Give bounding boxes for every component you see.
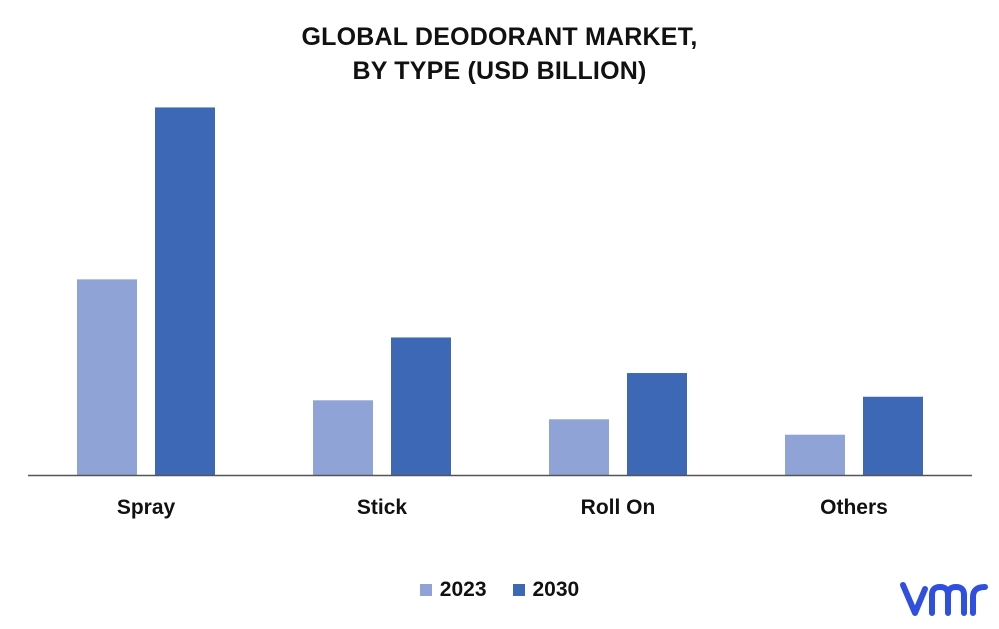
bar-roll-on-2023	[549, 419, 609, 475]
chart-title: GLOBAL DEODORANT MARKET, BY TYPE (USD BI…	[0, 20, 999, 88]
bar-stick-2030	[391, 337, 451, 475]
bar-spray-2030	[155, 107, 215, 475]
legend-swatch-2023	[419, 584, 432, 596]
chart-title-line-2: BY TYPE (USD BILLION)	[352, 57, 647, 85]
legend-item-2023: 2023	[419, 578, 487, 602]
x-tick-label-others: Others	[820, 496, 888, 519]
bar-others-2030	[863, 396, 923, 475]
bar-others-2023	[785, 434, 845, 475]
legend-label-2030: 2030	[532, 578, 580, 601]
legend-item-2030: 2030	[512, 578, 580, 602]
chart-title-line-1: GLOBAL DEODORANT MARKET,	[301, 23, 698, 51]
legend-swatch-2030	[512, 584, 525, 596]
x-tick-label-roll-on: Roll On	[581, 496, 656, 519]
bar-roll-on-2030	[627, 373, 687, 475]
vmr-logo-icon	[900, 582, 988, 616]
bar-stick-2023	[313, 400, 373, 475]
x-tick-label-spray: Spray	[117, 496, 176, 519]
bar-spray-2023	[77, 279, 137, 475]
x-tick-label-stick: Stick	[357, 496, 408, 519]
legend-label-2023: 2023	[439, 578, 487, 601]
legend: 2023 2030	[0, 578, 999, 602]
